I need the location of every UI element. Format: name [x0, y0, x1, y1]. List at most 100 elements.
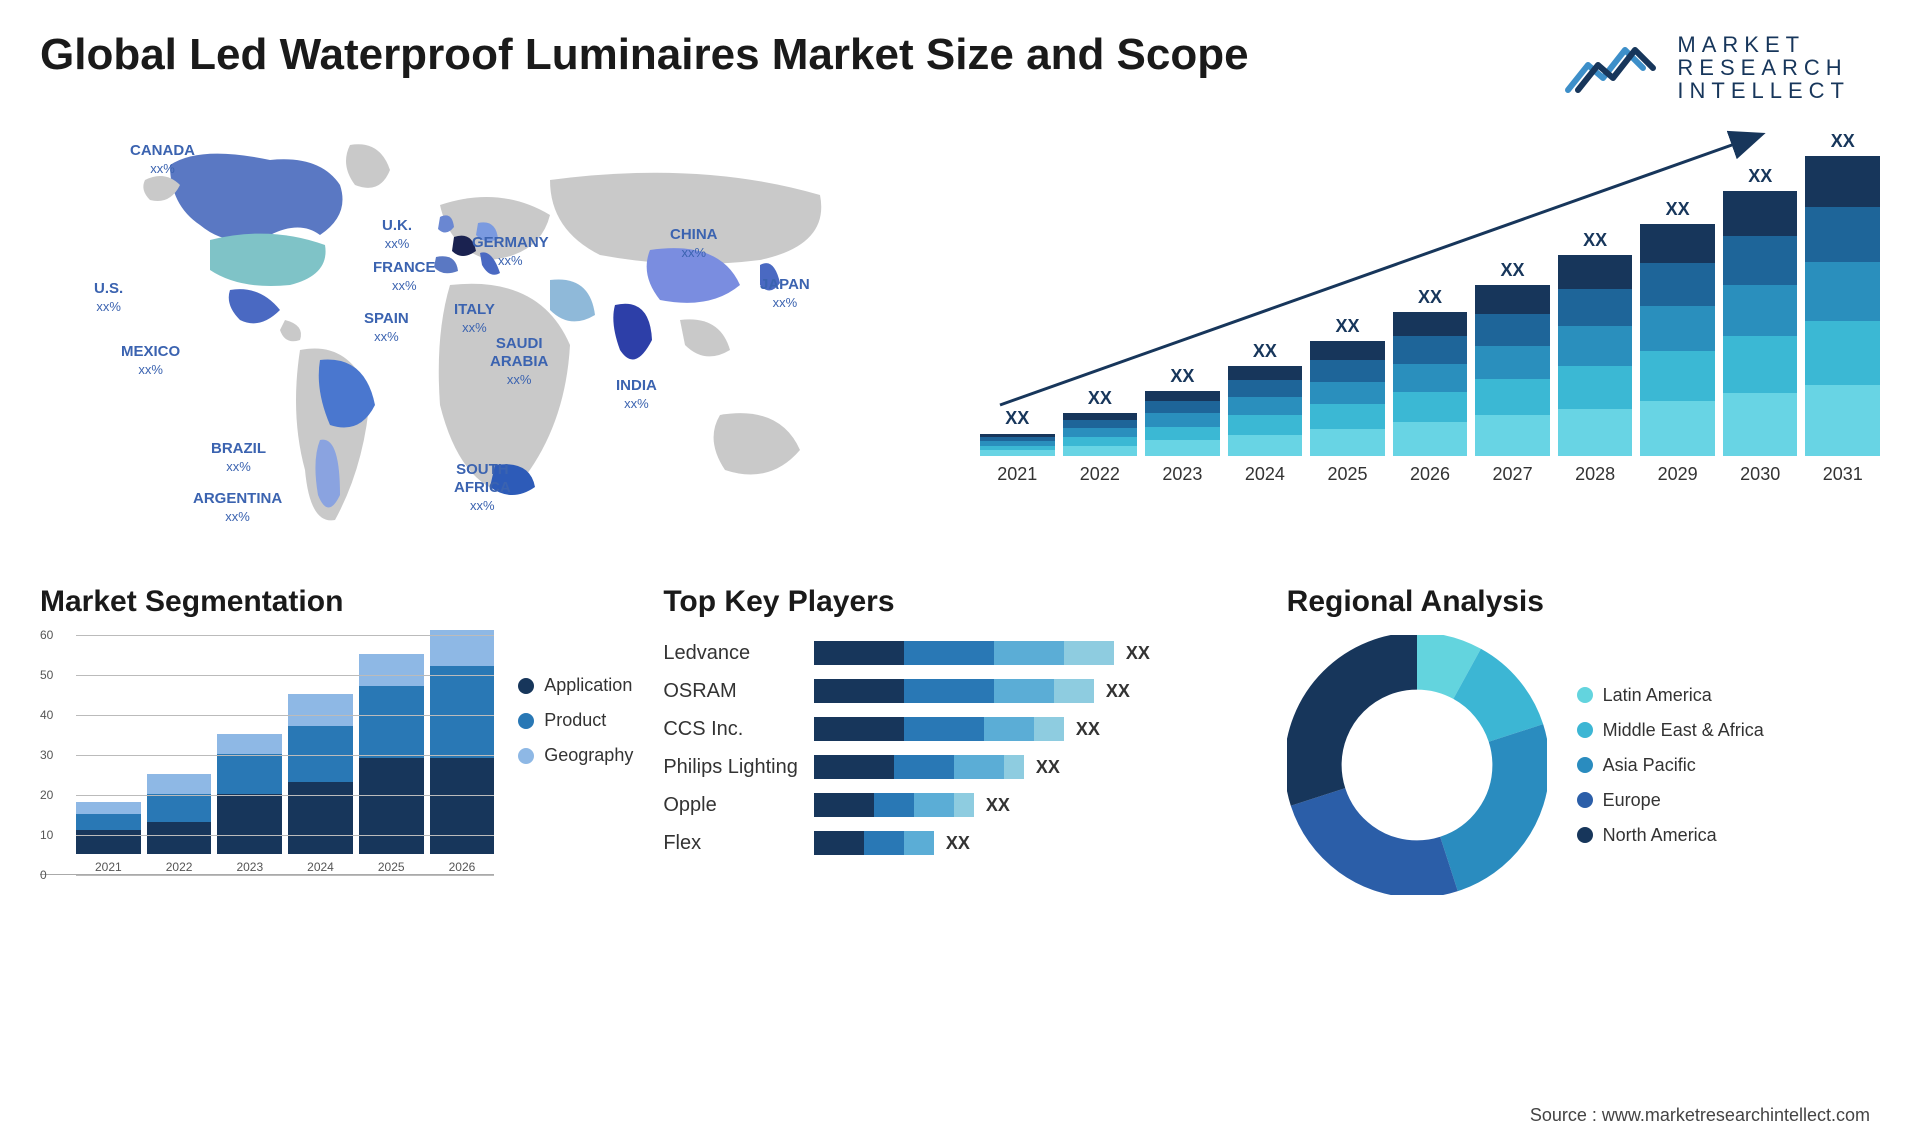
bar-value-label: XX	[1170, 366, 1194, 387]
players-panel: Top Key Players LedvanceOSRAMCCS Inc.Phi…	[663, 585, 1256, 895]
y-tick: 10	[40, 828, 53, 842]
bottom-section: Market Segmentation 01020304050602021202…	[40, 585, 1880, 895]
header: Global Led Waterproof Luminaires Market …	[40, 30, 1880, 105]
player-row: XX	[814, 717, 1257, 741]
year-label: 2026	[449, 860, 476, 874]
players-labels: LedvanceOSRAMCCS Inc.Philips LightingOpp…	[663, 635, 798, 855]
players-title: Top Key Players	[663, 585, 1256, 619]
logo-line3: INTELLECT	[1677, 79, 1850, 102]
legend-item: Geography	[518, 745, 633, 766]
map-label: MEXICOxx%	[121, 343, 180, 379]
bar-value-label: XX	[1583, 230, 1607, 251]
year-label: 2027	[1493, 464, 1533, 485]
main-bar: XX 2028	[1558, 230, 1633, 485]
player-value: XX	[986, 795, 1010, 816]
map-label: BRAZILxx%	[211, 440, 266, 476]
year-label: 2031	[1823, 464, 1863, 485]
top-section: CANADAxx% U.S.xx% MEXICOxx% BRAZILxx% ARGENT…	[40, 125, 1880, 545]
year-label: 2028	[1575, 464, 1615, 485]
main-bar: XX 2025	[1310, 316, 1385, 485]
bar-value-label: XX	[1335, 316, 1359, 337]
year-label: 2026	[1410, 464, 1450, 485]
bar-value-label: XX	[1005, 408, 1029, 429]
map-label: SPAINxx%	[364, 310, 409, 346]
segmentation-panel: Market Segmentation 01020304050602021202…	[40, 585, 633, 895]
seg-bar: 2024	[288, 694, 353, 874]
main-bar: XX 2030	[1723, 166, 1798, 485]
bar-value-label: XX	[1088, 388, 1112, 409]
year-label: 2023	[236, 860, 263, 874]
year-label: 2024	[1245, 464, 1285, 485]
seg-bar: 2025	[359, 654, 424, 874]
main-bar: XX 2027	[1475, 260, 1550, 485]
bar-value-label: XX	[1418, 287, 1442, 308]
year-label: 2025	[378, 860, 405, 874]
logo-line2: RESEARCH	[1677, 56, 1850, 79]
logo-text: MARKET RESEARCH INTELLECT	[1677, 33, 1850, 102]
legend-item: North America	[1577, 825, 1764, 846]
y-tick: 40	[40, 708, 53, 722]
year-label: 2024	[307, 860, 334, 874]
legend-item: Middle East & Africa	[1577, 720, 1764, 741]
year-label: 2030	[1740, 464, 1780, 485]
player-name: Flex	[663, 831, 798, 855]
year-label: 2025	[1327, 464, 1367, 485]
map-label: FRANCExx%	[373, 259, 436, 295]
year-label: 2022	[166, 860, 193, 874]
regional-panel: Regional Analysis Latin AmericaMiddle Ea…	[1287, 585, 1880, 895]
player-row: XX	[814, 793, 1257, 817]
legend-item: Asia Pacific	[1577, 755, 1764, 776]
logo: MARKET RESEARCH INTELLECT	[1563, 30, 1850, 105]
main-bar: XX 2029	[1640, 199, 1715, 485]
y-tick: 0	[40, 868, 47, 882]
segmentation-legend: ApplicationProductGeography	[518, 635, 633, 895]
main-bar: XX 2026	[1393, 287, 1468, 485]
world-map: CANADAxx% U.S.xx% MEXICOxx% BRAZILxx% ARGENT…	[40, 125, 940, 545]
map-label: U.K.xx%	[382, 217, 412, 253]
player-name: CCS Inc.	[663, 717, 798, 741]
source-text: Source : www.marketresearchintellect.com	[1530, 1105, 1870, 1126]
main-bar: XX 2024	[1228, 341, 1303, 485]
main-bar: XX 2023	[1145, 366, 1220, 485]
player-value: XX	[946, 833, 970, 854]
player-name: Opple	[663, 793, 798, 817]
year-label: 2029	[1658, 464, 1698, 485]
main-bar: XX 2021	[980, 408, 1055, 485]
player-row: XX	[814, 679, 1257, 703]
bar-value-label: XX	[1253, 341, 1277, 362]
player-name: Philips Lighting	[663, 755, 798, 779]
bar-value-label: XX	[1666, 199, 1690, 220]
main-bar: XX 2022	[1063, 388, 1138, 485]
bar-value-label: XX	[1501, 260, 1525, 281]
y-tick: 60	[40, 628, 53, 642]
main-growth-chart: XX 2021 XX 2022 XX 2023 XX 2024 XX 2025 XX 2026 XX 20…	[980, 125, 1880, 545]
player-value: XX	[1036, 757, 1060, 778]
seg-bar: 2021	[76, 802, 141, 874]
year-label: 2021	[997, 464, 1037, 485]
map-label: SAUDIARABIAxx%	[490, 335, 548, 389]
regional-title: Regional Analysis	[1287, 585, 1880, 619]
seg-bar: 2026	[430, 630, 495, 874]
year-label: 2023	[1162, 464, 1202, 485]
bar-value-label: XX	[1831, 131, 1855, 152]
legend-item: Product	[518, 710, 633, 731]
players-bars: XX XX XX XX XX XX	[814, 635, 1257, 855]
player-value: XX	[1126, 643, 1150, 664]
map-label: ITALYxx%	[454, 301, 495, 337]
main-bar: XX 2031	[1805, 131, 1880, 485]
player-value: XX	[1076, 719, 1100, 740]
bar-value-label: XX	[1748, 166, 1772, 187]
regional-donut	[1287, 635, 1547, 895]
map-label: CANADAxx%	[130, 142, 195, 178]
map-label: ARGENTINAxx%	[193, 490, 282, 526]
seg-bar: 2022	[147, 774, 212, 874]
map-label: U.S.xx%	[94, 280, 123, 316]
player-row: XX	[814, 755, 1257, 779]
page-title: Global Led Waterproof Luminaires Market …	[40, 30, 1249, 80]
y-tick: 30	[40, 748, 53, 762]
segmentation-title: Market Segmentation	[40, 585, 633, 619]
map-label: CHINAxx%	[670, 226, 718, 262]
player-name: Ledvance	[663, 641, 798, 665]
year-label: 2022	[1080, 464, 1120, 485]
map-label: SOUTHAFRICAxx%	[454, 461, 511, 515]
